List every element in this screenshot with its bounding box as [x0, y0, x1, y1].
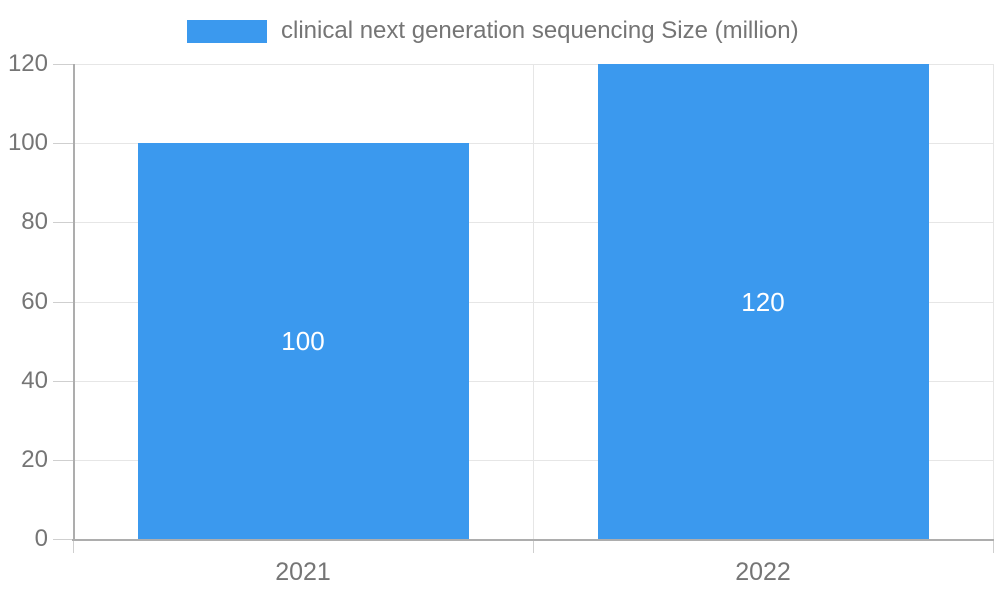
y-axis-tick — [53, 302, 73, 303]
y-axis-tick-label: 40 — [21, 367, 48, 394]
legend-label: clinical next generation sequencing Size… — [281, 17, 799, 44]
x-axis-tick — [533, 539, 534, 553]
y-axis-tick-label: 60 — [21, 288, 48, 315]
y-axis-tick — [53, 143, 73, 144]
y-axis-tick — [53, 381, 73, 382]
y-axis-tick — [53, 460, 73, 461]
x-axis-line — [72, 539, 994, 541]
x-axis-category-label: 2022 — [735, 558, 791, 586]
y-axis-tick — [53, 539, 73, 540]
x-gridline — [993, 64, 994, 539]
y-axis-tick-label: 80 — [21, 208, 48, 235]
bar-value-label: 120 — [741, 287, 785, 317]
legend[interactable]: clinical next generation sequencing Size… — [187, 17, 799, 45]
x-axis-tick — [73, 539, 74, 553]
legend-swatch[interactable] — [187, 19, 267, 43]
y-axis-line — [73, 64, 75, 539]
y-axis-tick-label: 120 — [7, 50, 48, 77]
bar[interactable] — [598, 64, 929, 539]
x-axis-tick — [993, 539, 994, 553]
y-axis-tick-label: 20 — [21, 446, 48, 473]
y-axis-tick — [53, 64, 73, 65]
y-axis-tick — [53, 222, 73, 223]
y-axis-tick-label: 0 — [34, 525, 48, 552]
x-axis-category-label: 2021 — [275, 558, 331, 586]
x-gridline — [533, 64, 534, 539]
y-axis-tick-label: 100 — [7, 129, 48, 156]
bar[interactable] — [138, 143, 469, 539]
bar-value-label: 100 — [281, 326, 325, 356]
